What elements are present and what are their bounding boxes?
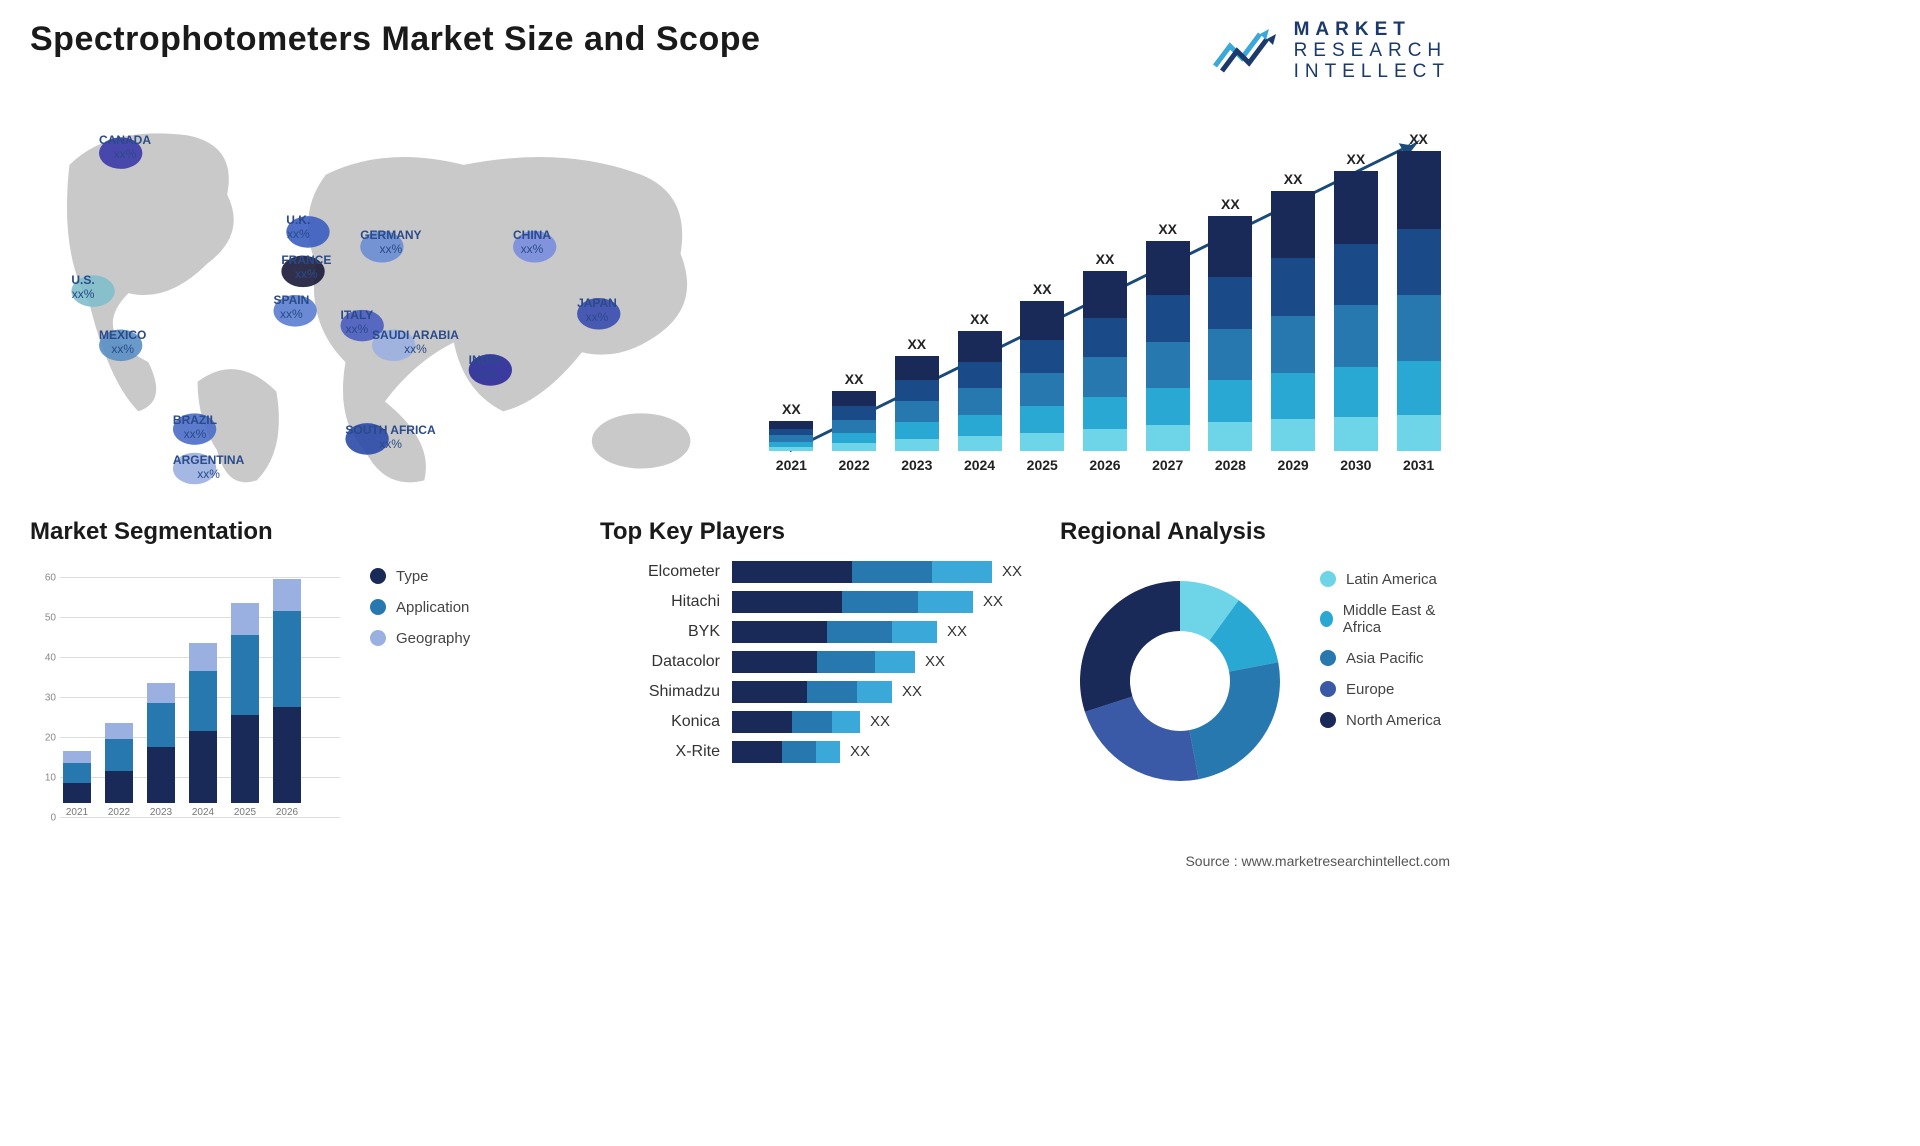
reg-legend-middleeastafrica: Middle East & Africa <box>1320 602 1450 636</box>
kp-row-hitachi: HitachiXX <box>600 591 1030 613</box>
regional-section: Regional Analysis Latin America Middle Ea… <box>1060 518 1450 838</box>
regional-title: Regional Analysis <box>1060 518 1450 546</box>
page-title: Spectrophotometers Market Size and Scope <box>30 20 760 59</box>
reg-legend-asiapacific: Asia Pacific <box>1320 650 1450 667</box>
key-players-title: Top Key Players <box>600 518 1030 546</box>
segmentation-section: Market Segmentation 0102030405060 202120… <box>30 518 570 838</box>
seg-bar-2024: 2024 <box>186 643 220 818</box>
map-label-argentina: ARGENTINAxx% <box>173 453 244 482</box>
map-label-mexico: MEXICOxx% <box>99 328 146 357</box>
kp-row-shimadzu: ShimadzuXX <box>600 681 1030 703</box>
reg-legend-europe: Europe <box>1320 681 1450 698</box>
growth-bar-2024: XX2024 <box>952 311 1008 473</box>
segmentation-chart: Market Segmentation 0102030405060 202120… <box>30 518 340 838</box>
regional-donut <box>1060 561 1300 801</box>
header: Spectrophotometers Market Size and Scope… <box>30 20 1450 83</box>
top-row: CANADAxx% U.S.xx% MEXICOxx% U.K.xx% FRANCExx… <box>30 103 1450 493</box>
donut-slice-europe <box>1085 696 1199 781</box>
growth-bar-2031: XX2031 <box>1391 131 1447 473</box>
map-label-germany: GERMANYxx% <box>360 228 421 257</box>
key-players-section: Top Key Players ElcometerXX HitachiXX BYKX… <box>600 518 1030 838</box>
map-label-southafrica: SOUTH AFRICAxx% <box>345 423 435 452</box>
seg-bar-2026: 2026 <box>270 579 304 818</box>
growth-bar-2021: XX2021 <box>763 401 819 473</box>
map-label-spain: SPAINxx% <box>273 293 309 322</box>
kp-row-datacolor: DatacolorXX <box>600 651 1030 673</box>
logo-text: MARKET RESEARCH INTELLECT <box>1294 20 1450 83</box>
seg-bar-2021: 2021 <box>60 751 94 818</box>
map-label-china: CHINAxx% <box>513 228 551 257</box>
segmentation-legend: Type Application Geography <box>370 518 570 838</box>
segmentation-title: Market Segmentation <box>30 518 340 546</box>
donut-slice-northamerica <box>1080 581 1180 712</box>
map-label-canada: CANADAxx% <box>99 133 151 162</box>
reg-legend-latinamerica: Latin America <box>1320 571 1450 588</box>
map-label-saudiarabia: SAUDI ARABIAxx% <box>372 328 459 357</box>
map-label-japan: JAPANxx% <box>577 296 617 325</box>
kp-row-byk: BYKXX <box>600 621 1030 643</box>
seg-bar-2023: 2023 <box>144 683 178 818</box>
logo-icon <box>1212 26 1282 76</box>
growth-bar-2023: XX2023 <box>889 336 945 473</box>
map-label-france: FRANCExx% <box>281 253 331 282</box>
map-label-us: U.S.xx% <box>71 273 94 302</box>
growth-bar-2030: XX2030 <box>1328 151 1384 473</box>
logo-line3: INTELLECT <box>1294 62 1450 83</box>
map-label-india: INDIAxx% <box>469 353 502 382</box>
source-text: Source : www.marketresearchintellect.com <box>1185 853 1450 869</box>
regional-legend: Latin America Middle East & Africa Asia Pa… <box>1320 561 1450 801</box>
logo: MARKET RESEARCH INTELLECT <box>1212 20 1450 83</box>
growth-bar-2025: XX2025 <box>1014 281 1070 473</box>
bottom-row: Market Segmentation 0102030405060 202120… <box>30 518 1450 838</box>
map-label-brazil: BRAZILxx% <box>173 413 217 442</box>
kp-row-xrite: X-RiteXX <box>600 741 1030 763</box>
seg-bar-2022: 2022 <box>102 723 136 818</box>
seg-legend-application: Application <box>370 599 570 616</box>
map-label-uk: U.K.xx% <box>286 213 310 242</box>
logo-line1: MARKET <box>1294 20 1450 41</box>
growth-bar-2026: XX2026 <box>1077 251 1133 473</box>
growth-bar-2027: XX2027 <box>1140 221 1196 473</box>
reg-legend-northamerica: North America <box>1320 712 1450 729</box>
world-map: CANADAxx% U.S.xx% MEXICOxx% U.K.xx% FRANCExx… <box>30 103 720 493</box>
growth-bar-2028: XX2028 <box>1202 196 1258 473</box>
seg-bar-2025: 2025 <box>228 603 262 818</box>
growth-bar-2029: XX2029 <box>1265 171 1321 473</box>
growth-bar-2022: XX2022 <box>826 371 882 473</box>
seg-legend-geography: Geography <box>370 630 570 647</box>
kp-row-konica: KonicaXX <box>600 711 1030 733</box>
donut-slice-asiapacific <box>1189 662 1280 779</box>
map-label-italy: ITALYxx% <box>341 308 374 337</box>
seg-legend-type: Type <box>370 568 570 585</box>
kp-row-elcometer: ElcometerXX <box>600 561 1030 583</box>
logo-line2: RESEARCH <box>1294 41 1450 62</box>
growth-chart: XX2021XX2022XX2023XX2024XX2025XX2026XX20… <box>760 103 1450 493</box>
